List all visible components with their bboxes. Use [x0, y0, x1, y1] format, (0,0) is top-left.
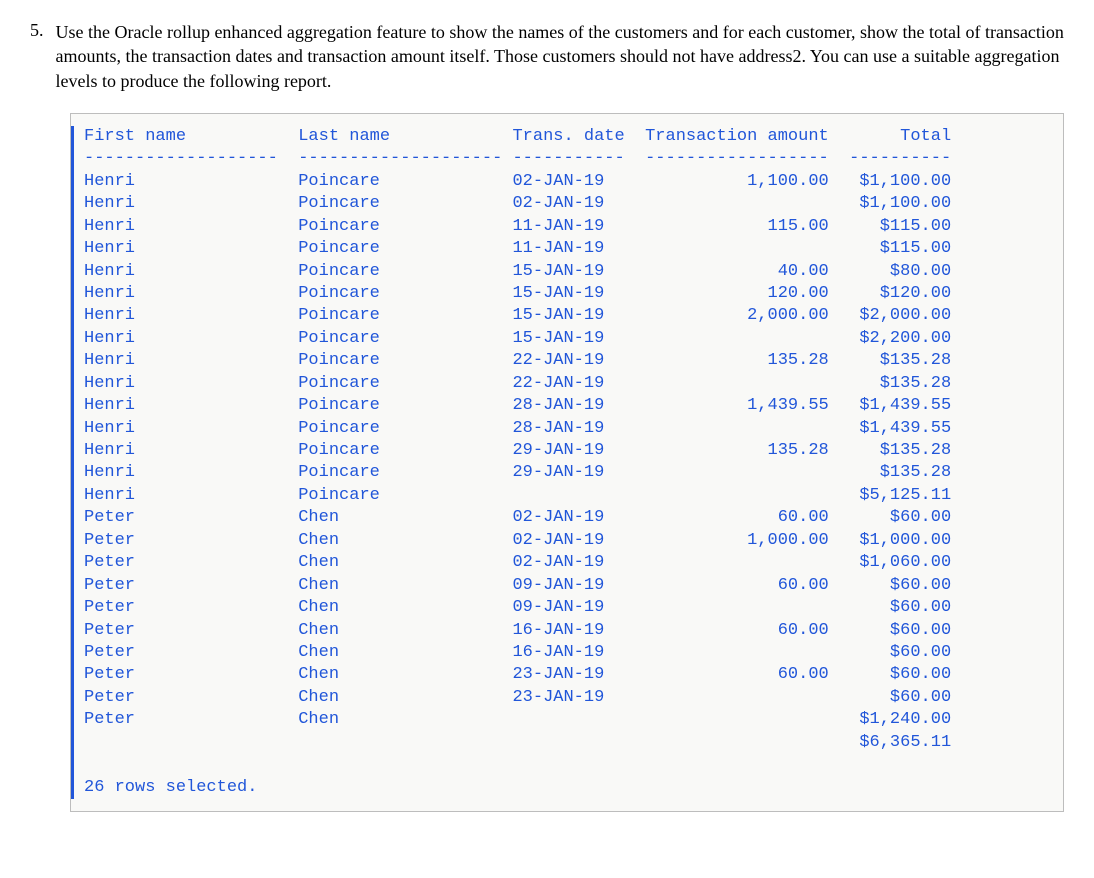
question-block: 5. Use the Oracle rollup enhanced aggreg…	[30, 20, 1064, 93]
sql-output-text: First name Last name Trans. date Transac…	[84, 126, 1063, 799]
question-number: 5.	[30, 20, 44, 93]
question-text: Use the Oracle rollup enhanced aggregati…	[56, 20, 1065, 93]
sql-output-terminal: First name Last name Trans. date Transac…	[70, 113, 1064, 812]
